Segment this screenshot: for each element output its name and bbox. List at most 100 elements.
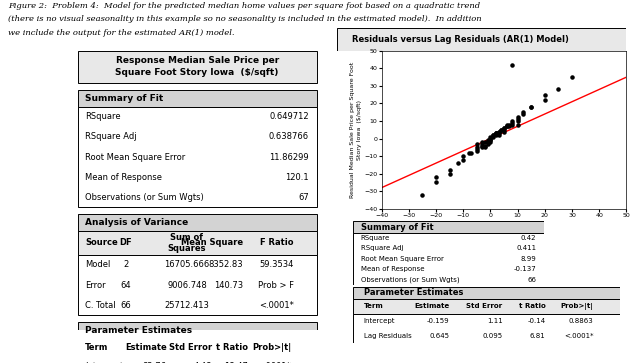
- Text: 4.48: 4.48: [194, 362, 212, 363]
- Point: [466, 150, 476, 155]
- Point: [472, 148, 482, 154]
- Point: [499, 129, 509, 134]
- Point: [513, 115, 523, 121]
- Text: -0.14: -0.14: [527, 318, 545, 324]
- Text: 0.411: 0.411: [516, 245, 536, 252]
- Text: we include the output for the estimated AR(1) model.: we include the output for the estimated …: [8, 29, 234, 37]
- Text: Summary of Fit: Summary of Fit: [361, 223, 433, 232]
- Text: 66: 66: [527, 277, 536, 283]
- Text: Estimate: Estimate: [125, 343, 167, 352]
- Text: Std Error: Std Error: [169, 343, 212, 352]
- Text: Figure 2:  Problem 4:  Model for the predicted median home values per square foo: Figure 2: Problem 4: Model for the predi…: [8, 2, 480, 10]
- X-axis label: Lag Residuals: Lag Residuals: [478, 224, 530, 232]
- Text: 0.645: 0.645: [429, 333, 449, 339]
- Text: t Ratio: t Ratio: [216, 343, 248, 352]
- Point: [472, 144, 482, 150]
- Point: [499, 125, 509, 131]
- Point: [431, 174, 441, 180]
- Point: [496, 127, 506, 132]
- Text: Observations (or Sum Wgts): Observations (or Sum Wgts): [85, 193, 204, 202]
- Point: [518, 111, 528, 117]
- Point: [502, 122, 512, 127]
- Text: Intercept: Intercept: [364, 318, 395, 324]
- FancyBboxPatch shape: [353, 314, 620, 343]
- Text: Root Mean Square Error: Root Mean Square Error: [85, 152, 186, 162]
- Point: [483, 141, 493, 147]
- Point: [480, 139, 490, 145]
- FancyBboxPatch shape: [78, 107, 317, 207]
- FancyBboxPatch shape: [353, 287, 620, 299]
- Point: [477, 144, 487, 150]
- Text: F Ratio: F Ratio: [260, 238, 294, 248]
- Text: 59.3534: 59.3534: [259, 260, 294, 269]
- Point: [477, 141, 487, 147]
- Point: [488, 132, 498, 138]
- Point: [491, 132, 501, 138]
- Text: -0.137: -0.137: [513, 266, 536, 272]
- Text: Parameter Estimates: Parameter Estimates: [85, 326, 192, 335]
- Text: Mean of Response: Mean of Response: [361, 266, 424, 272]
- Point: [485, 139, 495, 145]
- Point: [485, 137, 495, 143]
- Text: <.0001*: <.0001*: [259, 301, 294, 310]
- Point: [488, 134, 498, 140]
- Point: [513, 122, 523, 127]
- Text: 120.1: 120.1: [286, 173, 309, 182]
- FancyBboxPatch shape: [337, 28, 626, 51]
- Text: Analysis of Variance: Analysis of Variance: [85, 218, 188, 227]
- Point: [540, 92, 550, 98]
- Text: C. Total: C. Total: [85, 301, 116, 310]
- Text: Observations (or Sum Wgts): Observations (or Sum Wgts): [361, 277, 459, 283]
- Point: [477, 143, 487, 148]
- Text: RSquare Adj: RSquare Adj: [361, 245, 403, 252]
- Point: [502, 123, 512, 129]
- Point: [472, 146, 482, 152]
- Point: [488, 132, 498, 138]
- Point: [513, 116, 523, 122]
- FancyBboxPatch shape: [78, 51, 317, 83]
- Text: Response Median Sale Price per
Square Foot Story Iowa  ($/sqft): Response Median Sale Price per Square Fo…: [116, 57, 279, 77]
- Text: 9006.748: 9006.748: [167, 281, 207, 290]
- FancyBboxPatch shape: [78, 214, 317, 231]
- Point: [507, 118, 517, 124]
- Text: Prob > F: Prob > F: [258, 281, 294, 290]
- Text: 0.649712: 0.649712: [270, 112, 309, 121]
- Text: Lag Residuals: Lag Residuals: [364, 333, 411, 339]
- Text: 6.81: 6.81: [530, 333, 545, 339]
- Text: RSquare Adj: RSquare Adj: [85, 132, 137, 142]
- Point: [480, 143, 490, 148]
- Text: RSquare: RSquare: [361, 235, 390, 241]
- Text: 0.095: 0.095: [483, 333, 502, 339]
- Text: Error: Error: [85, 281, 106, 290]
- FancyBboxPatch shape: [353, 299, 620, 314]
- Point: [491, 130, 501, 136]
- Text: 66: 66: [121, 301, 131, 310]
- FancyBboxPatch shape: [78, 322, 317, 339]
- Text: Summary of Fit: Summary of Fit: [85, 94, 163, 103]
- Point: [480, 144, 490, 150]
- FancyBboxPatch shape: [78, 231, 317, 255]
- Point: [502, 123, 512, 129]
- Point: [453, 160, 463, 166]
- Text: Root Mean Square Error: Root Mean Square Error: [361, 256, 443, 262]
- Text: t Ratio: t Ratio: [518, 303, 545, 310]
- Point: [477, 139, 487, 145]
- Point: [499, 125, 509, 131]
- Point: [504, 122, 515, 127]
- Text: <.0001*: <.0001*: [256, 362, 291, 363]
- Point: [458, 157, 468, 163]
- Text: 140.73: 140.73: [214, 281, 243, 290]
- FancyBboxPatch shape: [78, 255, 317, 315]
- Point: [417, 192, 427, 197]
- Text: 8.99: 8.99: [520, 256, 536, 262]
- Text: Parameter Estimates: Parameter Estimates: [364, 289, 463, 297]
- Point: [431, 179, 441, 185]
- Text: Prob>|t|: Prob>|t|: [252, 343, 291, 352]
- Text: 64: 64: [121, 281, 131, 290]
- Point: [504, 123, 515, 129]
- Point: [458, 153, 468, 159]
- Text: DF: DF: [120, 238, 132, 248]
- Text: (there is no visual seasonality in this example so no seasonality is included in: (there is no visual seasonality in this …: [8, 15, 481, 23]
- FancyBboxPatch shape: [78, 339, 317, 356]
- FancyBboxPatch shape: [78, 356, 317, 363]
